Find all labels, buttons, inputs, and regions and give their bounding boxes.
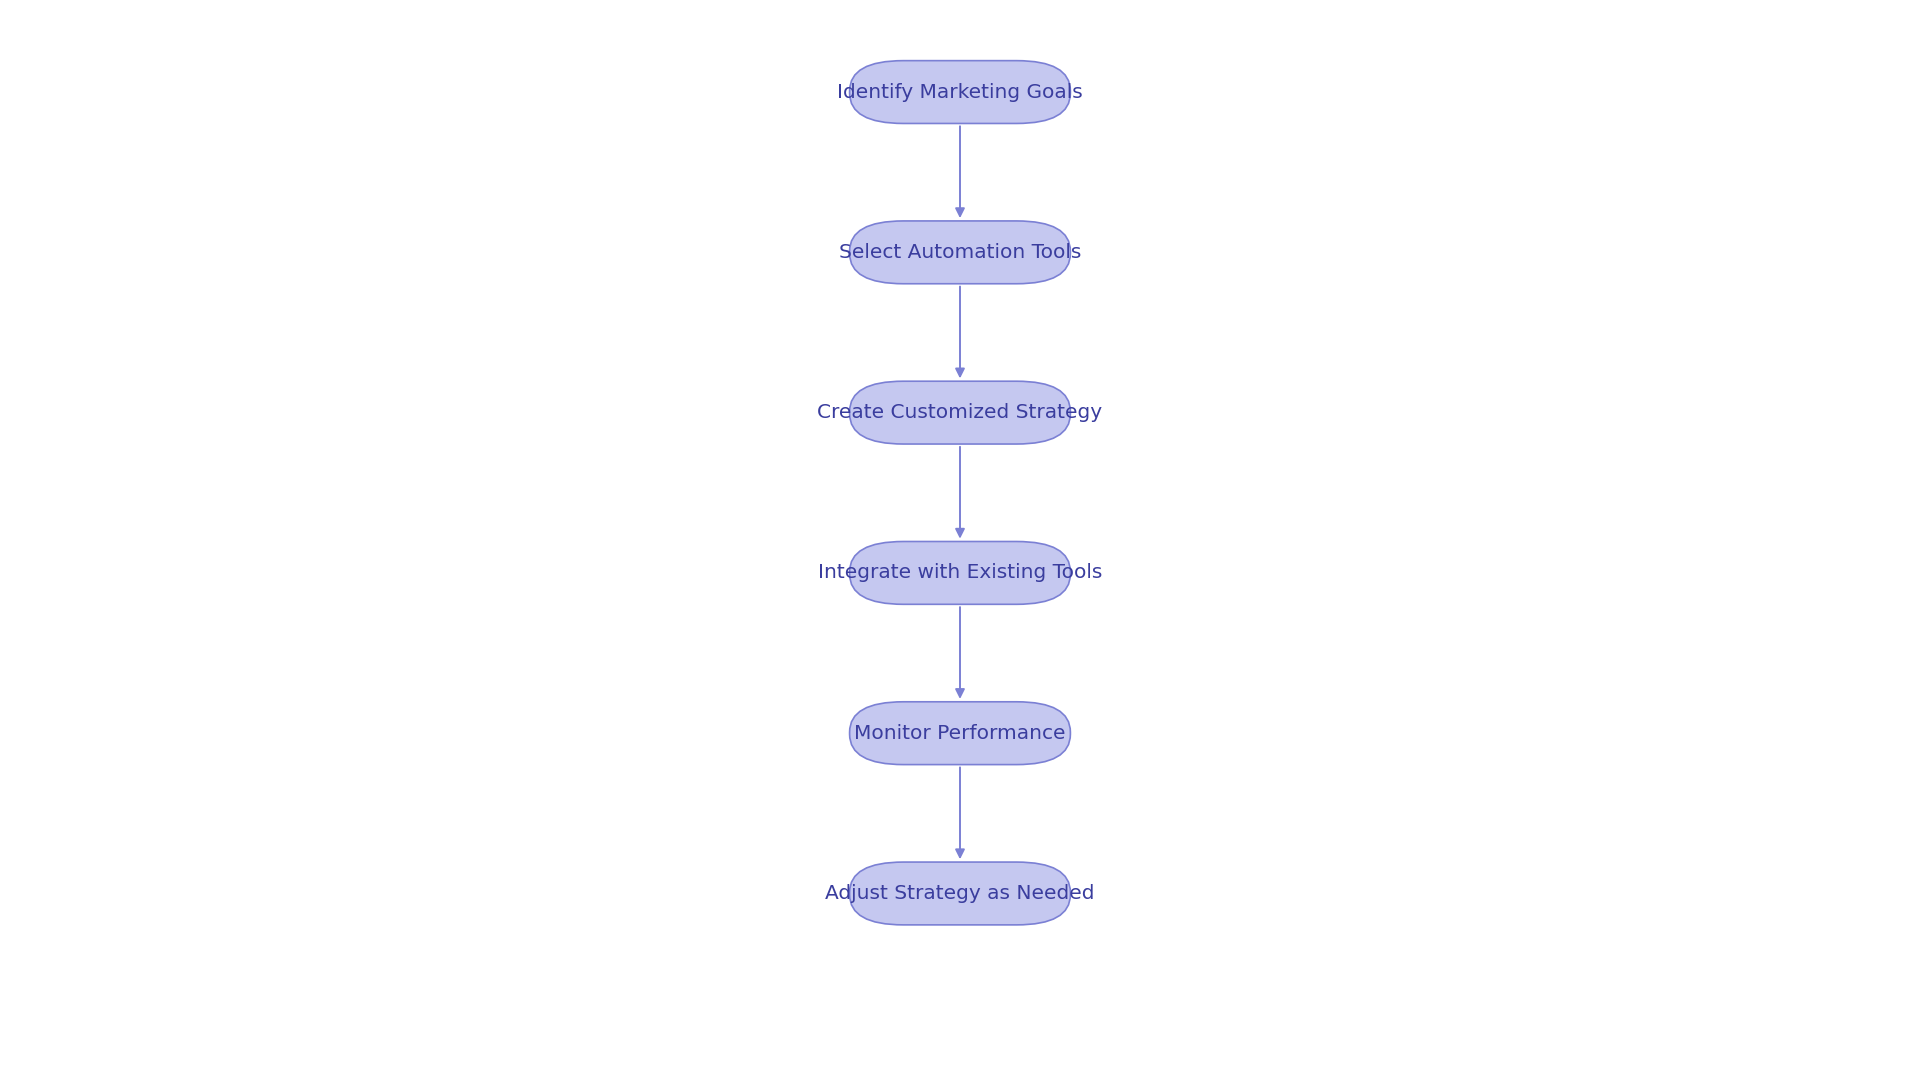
Text: Create Customized Strategy: Create Customized Strategy <box>818 403 1102 422</box>
FancyBboxPatch shape <box>849 221 1071 284</box>
Text: Monitor Performance: Monitor Performance <box>854 723 1066 743</box>
Text: Integrate with Existing Tools: Integrate with Existing Tools <box>818 563 1102 583</box>
FancyBboxPatch shape <box>849 862 1071 925</box>
FancyBboxPatch shape <box>849 542 1071 604</box>
FancyBboxPatch shape <box>849 702 1071 765</box>
Text: Select Automation Tools: Select Automation Tools <box>839 243 1081 262</box>
FancyBboxPatch shape <box>849 381 1071 444</box>
Text: Adjust Strategy as Needed: Adjust Strategy as Needed <box>826 884 1094 903</box>
FancyBboxPatch shape <box>849 61 1071 123</box>
Text: Identify Marketing Goals: Identify Marketing Goals <box>837 82 1083 102</box>
